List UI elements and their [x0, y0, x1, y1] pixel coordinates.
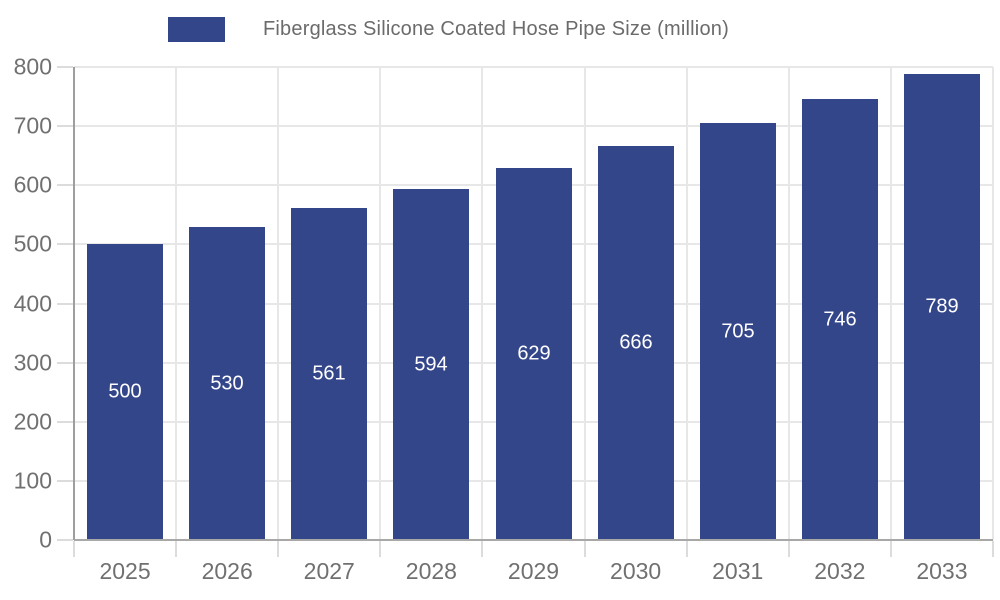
x-tick-label: 2028 [405, 558, 457, 584]
v-gridline [787, 67, 790, 540]
y-tick-mark [57, 479, 73, 482]
bar: 530 [189, 227, 265, 540]
y-tick-label: 800 [13, 53, 52, 80]
y-tick-mark [57, 420, 73, 423]
x-tick-label: 2033 [916, 558, 968, 584]
y-tick-label: 100 [13, 467, 52, 494]
v-gridline [685, 67, 688, 540]
x-axis-line [74, 539, 993, 541]
y-tick-label: 300 [13, 349, 52, 376]
bar: 561 [291, 208, 367, 540]
bar: 746 [802, 99, 878, 540]
v-gridline [379, 67, 382, 540]
x-tick-mark [481, 541, 484, 557]
v-gridline [481, 67, 484, 540]
x-tick-label: 2030 [610, 558, 662, 584]
y-tick-label: 0 [39, 526, 52, 553]
bar: 789 [904, 74, 980, 540]
v-gridline [889, 67, 892, 540]
x-tick-label: 2026 [201, 558, 253, 584]
bar-value-label: 629 [517, 342, 551, 365]
y-tick-mark [57, 302, 73, 305]
v-gridline [277, 67, 280, 540]
h-gridline [74, 66, 993, 68]
x-tick-mark [277, 541, 280, 557]
bar: 666 [598, 146, 674, 540]
bar: 629 [496, 168, 572, 540]
chart-legend: Fiberglass Silicone Coated Hose Pipe Siz… [168, 17, 729, 42]
y-tick-mark [57, 243, 73, 246]
x-tick-mark [379, 541, 382, 557]
bar-value-label: 530 [210, 372, 244, 394]
x-tick-label: 2025 [99, 558, 151, 584]
y-axis-line [73, 67, 75, 540]
y-tick-mark [57, 184, 73, 187]
x-tick-label: 2029 [507, 558, 560, 584]
x-tick-label: 2027 [303, 558, 355, 584]
h-gridline [74, 125, 993, 128]
x-tick-label: 2032 [814, 558, 866, 584]
x-tick-mark [73, 541, 75, 557]
legend-label: Fiberglass Silicone Coated Hose Pipe Siz… [263, 18, 729, 40]
x-tick-mark [992, 541, 994, 557]
v-gridline [992, 67, 994, 540]
x-tick-mark [685, 541, 688, 557]
x-tick-label: 2031 [712, 558, 764, 584]
v-gridline [583, 67, 586, 540]
bar-value-label: 789 [925, 295, 959, 318]
x-tick-mark [583, 541, 586, 557]
v-gridline [175, 67, 178, 540]
y-tick-mark [57, 361, 73, 364]
plot-area: 500 530 561 594 629 666 705 746 789 0 100 200 300 40… [14, 54, 994, 584]
y-tick-mark [57, 539, 73, 541]
y-tick-mark [57, 125, 73, 128]
legend-swatch [168, 17, 225, 42]
x-tick-mark [787, 541, 790, 557]
bar: 705 [700, 123, 776, 540]
bar-value-label: 500 [108, 380, 142, 403]
x-tick-mark [175, 541, 178, 557]
x-tick-mark [889, 541, 892, 557]
bar-value-label: 705 [721, 320, 755, 342]
bar: 500 [87, 244, 163, 540]
y-tick-label: 700 [13, 112, 52, 139]
y-tick-label: 200 [13, 408, 52, 435]
bar-value-label: 666 [619, 331, 653, 354]
y-tick-label: 500 [13, 230, 52, 257]
bar-value-label: 594 [414, 353, 448, 375]
bar-value-label: 561 [312, 362, 346, 385]
bar-value-label: 746 [823, 308, 857, 330]
bar: 594 [393, 189, 469, 540]
y-tick-mark [57, 66, 73, 68]
y-tick-label: 400 [13, 290, 52, 316]
y-tick-label: 600 [13, 171, 52, 198]
